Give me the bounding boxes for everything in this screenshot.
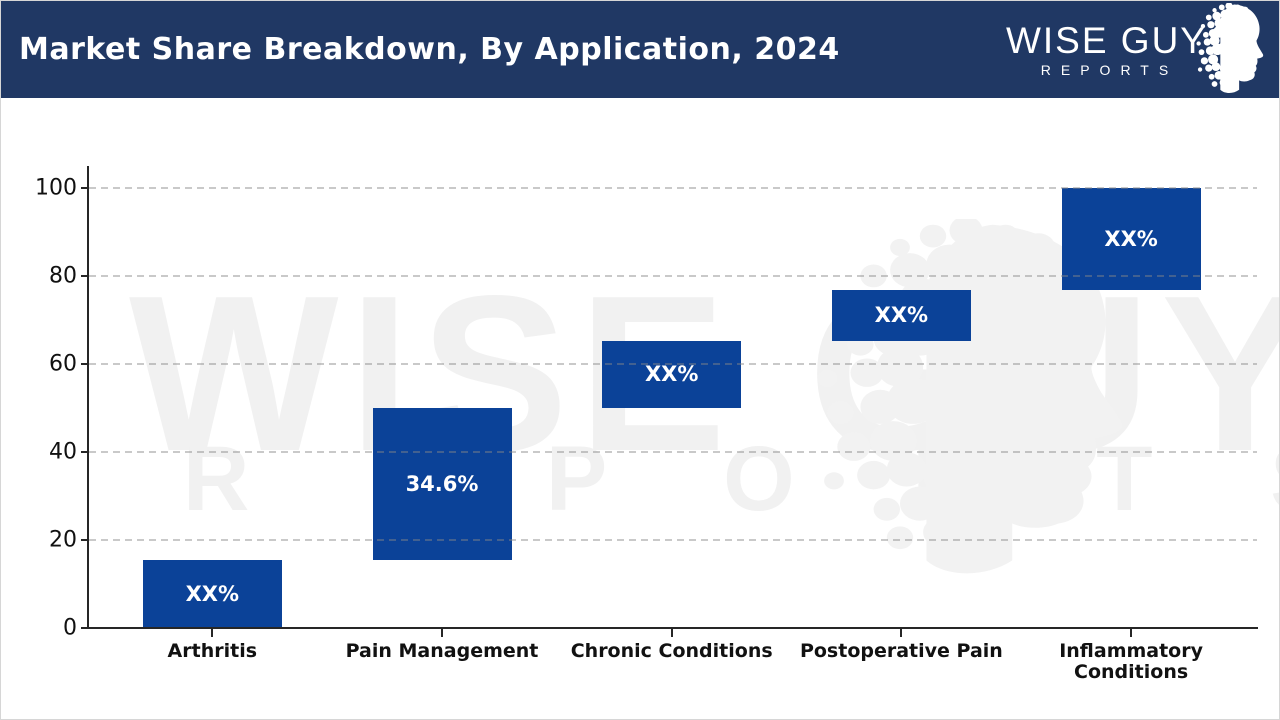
watermark-text-reports: R E P O R T S	[183, 428, 1280, 530]
y-tick-label-60: 60	[49, 351, 77, 377]
x-tick-5	[1130, 629, 1133, 637]
y-tick-80	[81, 275, 89, 277]
y-tick-0	[81, 627, 89, 629]
bar-arthritis	[142, 560, 282, 628]
y-tick-label-100: 100	[35, 175, 77, 201]
x-tick-2	[441, 629, 443, 637]
y-axis-line	[87, 166, 89, 629]
bar-inflammatory-conditions	[1061, 188, 1201, 290]
bar-value-label: XX%	[185, 582, 240, 607]
gridline-20	[89, 539, 1257, 541]
gridline-60	[89, 363, 1257, 365]
gridline-100	[89, 187, 1257, 189]
gridline-40	[89, 451, 1257, 453]
x-category-label: Postoperative Pain	[799, 640, 1003, 662]
x-category-label: Arthritis	[167, 640, 258, 662]
bar-value-label: XX%	[874, 303, 929, 328]
y-tick-label-0: 0	[63, 615, 77, 641]
bar-postoperative-pain	[831, 289, 971, 341]
logo-face-icon	[1196, 2, 1264, 93]
y-tick-40	[81, 451, 89, 453]
y-tick-label-20: 20	[49, 527, 77, 553]
x-category-label: Chronic Conditions	[570, 640, 773, 662]
y-tick-60	[81, 363, 89, 365]
wiseguy-logo: WISE GUY REPORTS	[1006, 2, 1267, 97]
x-tick-3	[670, 629, 673, 637]
x-category-label: Inflammatory Conditions	[1059, 640, 1203, 684]
logo-wordmark: WISE GUY	[1005, 20, 1207, 61]
bar-value-label: 34.6%	[405, 472, 479, 497]
gridline-80	[89, 275, 1257, 277]
x-tick-4	[900, 629, 903, 637]
bar-value-label: XX%	[1104, 226, 1158, 251]
x-category-label: Pain Management	[345, 640, 539, 662]
x-tick-1	[211, 629, 214, 637]
bar-chronic-conditions	[602, 340, 742, 408]
logo-subtitle: REPORTS	[1040, 62, 1179, 78]
y-tick-20	[81, 539, 89, 541]
page-title: Market Share Breakdown, By Application, …	[19, 32, 840, 67]
bar-pain-management	[372, 408, 512, 561]
bar-value-label: XX%	[644, 362, 699, 387]
logo-text: WISE GUY REPORTS	[1006, 22, 1207, 77]
y-tick-100	[81, 187, 89, 189]
y-tick-label-80: 80	[49, 263, 77, 289]
y-tick-label-40: 40	[49, 439, 77, 465]
x-axis-line	[87, 627, 1258, 629]
header-bar: Market Share Breakdown, By Application, …	[1, 1, 1279, 98]
